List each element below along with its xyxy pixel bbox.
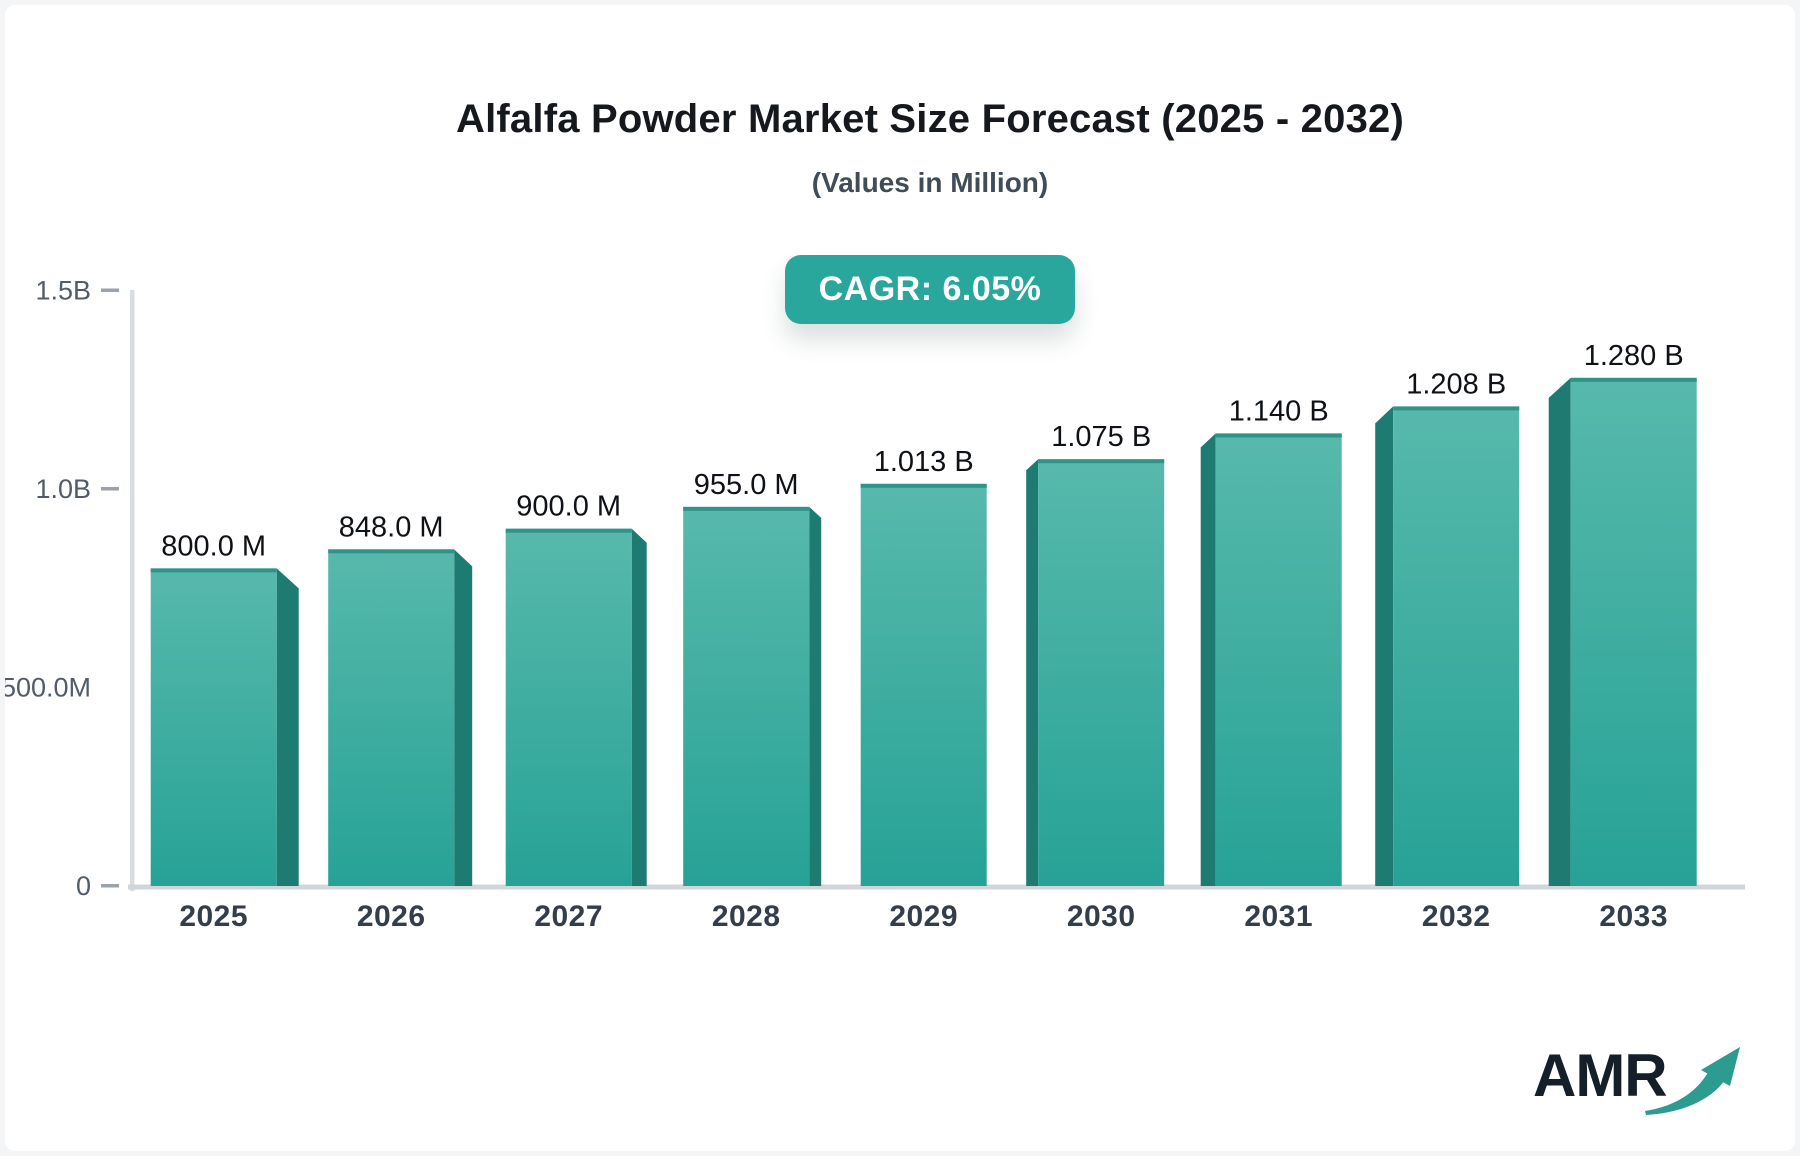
- bar: [1038, 459, 1165, 886]
- bar-side-panel: [1548, 377, 1571, 886]
- bar-value-label: 1.208 B: [1406, 368, 1506, 400]
- bar-top-edge: [1570, 377, 1697, 382]
- bar-top-edge: [150, 568, 277, 573]
- bar-top-edge: [683, 506, 810, 511]
- bar-top-edge: [1393, 406, 1520, 411]
- amr-logo: AMR: [1533, 1035, 1740, 1115]
- x-axis-label: 2027: [534, 900, 603, 933]
- bar-top-edge: [860, 483, 987, 488]
- bar-side-panel: [1026, 459, 1039, 886]
- y-axis-tick: [101, 487, 119, 491]
- cagr-badge: CAGR: 6.05%: [784, 255, 1076, 324]
- y-axis-tick-label: 500.0M: [5, 673, 91, 703]
- bar-value-label: 1.013 B: [874, 446, 974, 478]
- y-axis-tick: [101, 288, 119, 292]
- bar-top-edge: [1215, 433, 1342, 438]
- x-axis-baseline: [128, 884, 1745, 890]
- bar: [1570, 377, 1697, 886]
- y-axis-tick-label: 0: [76, 871, 91, 901]
- page-title: Alfalfa Powder Market Size Forecast (202…: [456, 97, 1404, 141]
- bar-side-panel: [1200, 433, 1216, 886]
- bar: [860, 483, 987, 886]
- bar-side-panel: [809, 506, 822, 886]
- market-bar-chart: 1.5B 1.0B 500.0M 0 800.0 M 2025 848.0 M 2026 900…: [5, 276, 1745, 933]
- bar: [1215, 433, 1342, 886]
- bar-top-edge: [1038, 459, 1165, 464]
- bar: [328, 549, 455, 886]
- bar-value-label: 1.075 B: [1051, 421, 1151, 453]
- bar-side-panel: [276, 568, 299, 886]
- bar-value-label: 848.0 M: [339, 511, 444, 543]
- bar-side-panel: [631, 528, 647, 886]
- bar-top-edge: [328, 549, 455, 554]
- y-axis-line: [130, 290, 135, 891]
- x-axis-label: 2029: [889, 900, 958, 933]
- bar: [150, 568, 277, 886]
- x-axis-label: 2026: [357, 900, 426, 933]
- y-axis-tick-label: 1.0B: [35, 474, 91, 504]
- bar-value-label: 955.0 M: [694, 469, 799, 501]
- bar-side-panel: [1375, 406, 1394, 886]
- x-axis-label: 2033: [1599, 900, 1668, 933]
- bar-top-edge: [505, 528, 632, 533]
- bar-value-label: 1.280 B: [1584, 340, 1684, 372]
- trend-up-arrow-icon: [1645, 1047, 1740, 1115]
- bar-value-label: 800.0 M: [161, 530, 266, 562]
- x-axis-label: 2032: [1422, 900, 1491, 933]
- chart-card: Alfalfa Powder Market Size Forecast (202…: [5, 5, 1795, 1151]
- bar-value-label: 1.140 B: [1229, 395, 1329, 427]
- x-axis-label: 2028: [712, 900, 781, 933]
- bar: [505, 528, 632, 886]
- y-axis-tick-label: 1.5B: [35, 276, 91, 306]
- bar: [683, 506, 810, 886]
- y-axis-tick: [101, 884, 119, 888]
- cagr-badge-wrap: CAGR: 6.05%: [135, 255, 1725, 324]
- amr-logo-text: AMR: [1533, 1042, 1668, 1109]
- x-axis-label: 2025: [179, 900, 248, 933]
- bar-side-panel: [454, 549, 473, 886]
- page-subtitle: (Values in Million): [811, 167, 1049, 198]
- bar: [1393, 406, 1520, 886]
- bar-value-label: 900.0 M: [516, 491, 621, 523]
- x-axis-label: 2031: [1244, 900, 1313, 933]
- x-axis-label: 2030: [1067, 900, 1136, 933]
